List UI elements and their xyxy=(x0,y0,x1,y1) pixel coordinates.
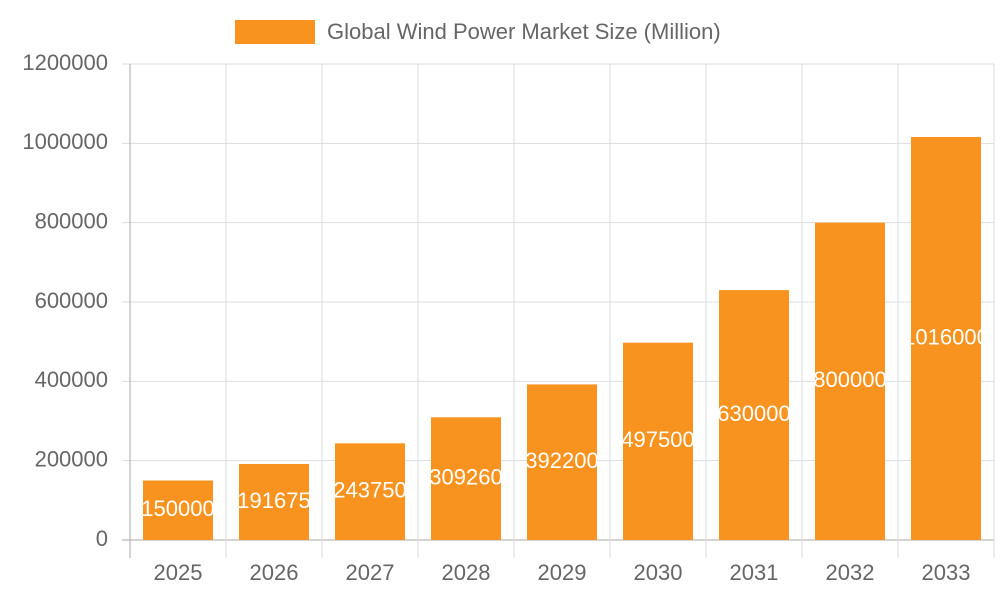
bar xyxy=(623,342,693,540)
bar xyxy=(239,463,309,540)
bar xyxy=(143,480,213,540)
y-tick-label: 0 xyxy=(96,526,108,551)
x-tick-label: 2030 xyxy=(634,560,683,585)
legend-swatch xyxy=(235,20,315,44)
y-tick-label: 800000 xyxy=(35,208,108,233)
bar xyxy=(335,443,405,540)
bar xyxy=(431,417,501,540)
bar xyxy=(911,136,981,540)
data-label: 150000 xyxy=(141,496,214,521)
y-tick-label: 1200000 xyxy=(22,50,108,75)
x-tick-label: 2031 xyxy=(730,560,779,585)
legend-label: Global Wind Power Market Size (Million) xyxy=(327,19,721,44)
x-tick-label: 2028 xyxy=(442,560,491,585)
x-tick-label: 2033 xyxy=(922,560,971,585)
bar xyxy=(815,222,885,540)
y-tick-label: 200000 xyxy=(35,446,108,471)
bar xyxy=(527,384,597,540)
data-label: 497500 xyxy=(621,427,694,452)
data-label: 191675 xyxy=(237,488,310,513)
data-label: 243750 xyxy=(333,477,406,502)
y-tick-label: 400000 xyxy=(35,367,108,392)
x-tick-label: 2025 xyxy=(154,560,203,585)
y-tick-label: 600000 xyxy=(35,288,108,313)
bar xyxy=(719,290,789,540)
x-tick-label: 2026 xyxy=(250,560,299,585)
data-label: 309260 xyxy=(429,464,502,489)
data-label: 630000 xyxy=(717,401,790,426)
data-label: 1016000 xyxy=(903,324,989,349)
x-tick-label: 2029 xyxy=(538,560,587,585)
data-label: 392200 xyxy=(525,448,598,473)
x-tick-label: 2027 xyxy=(346,560,395,585)
y-tick-label: 1000000 xyxy=(22,129,108,154)
x-tick-label: 2032 xyxy=(826,560,875,585)
data-label: 800000 xyxy=(813,367,886,392)
